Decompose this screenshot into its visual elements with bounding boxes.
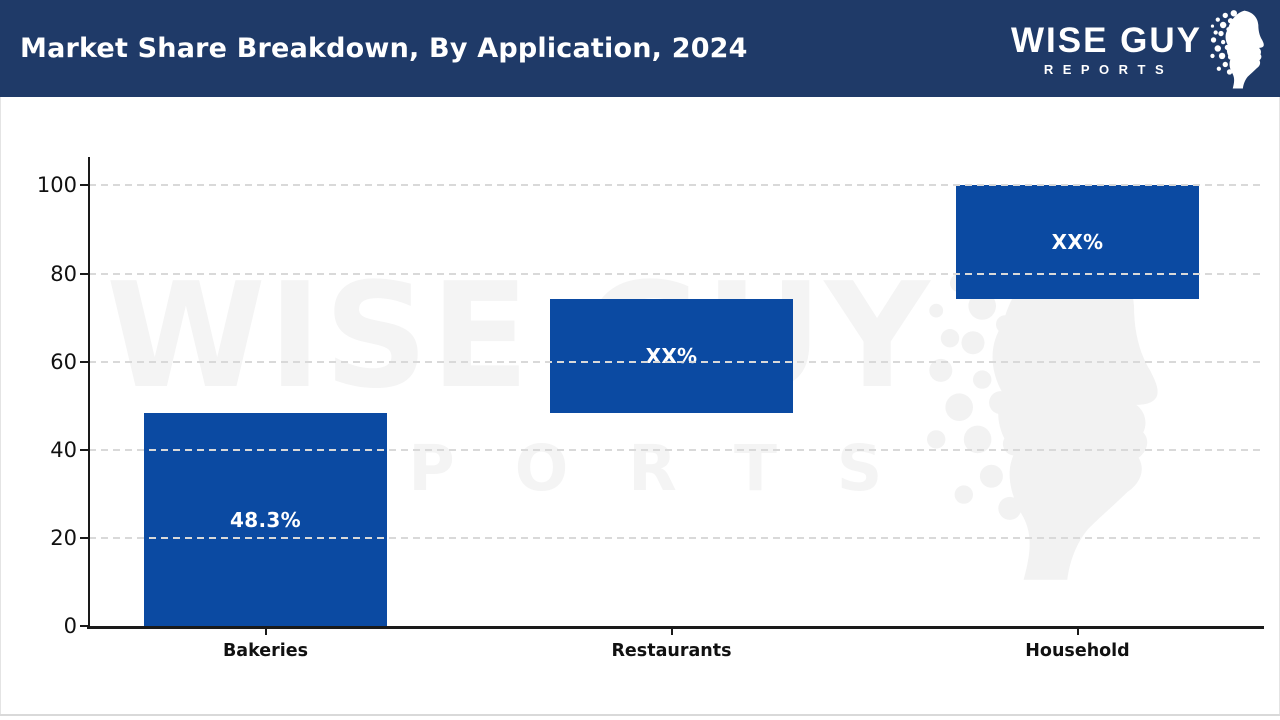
x-tick-label-bakeries: Bakeries	[222, 641, 309, 661]
logo-name: WISE GUY	[1010, 20, 1202, 60]
y-tick-80	[80, 272, 88, 275]
x-tick-household	[1076, 628, 1079, 635]
bottom-border	[0, 714, 1280, 716]
bar-household: XX%	[956, 185, 1199, 299]
y-tick-20	[80, 536, 88, 539]
wise-guy-reports-logo: WISE GUY REPORTS	[1011, 6, 1268, 92]
watermark-text: WISE GUY	[106, 252, 932, 421]
y-axis-line	[87, 157, 90, 628]
y-tick-label-100: 100	[36, 173, 77, 198]
y-tick-label-20: 20	[50, 525, 77, 550]
x-tick-restaurants	[670, 628, 673, 635]
chart-title: Market Share Breakdown, By Application, …	[20, 33, 748, 64]
y-tick-40	[80, 448, 88, 451]
logo-subtitle: REPORTS	[1043, 61, 1174, 77]
chart-area: WISE GUY REPORTS 0 20 40 60 80 100 48.3% Bakeri…	[0, 97, 1280, 716]
gridline-20	[89, 536, 1263, 539]
x-tick-label-household: Household	[1025, 641, 1130, 661]
bar-restaurants: XX%	[550, 298, 793, 414]
gridline-60	[89, 360, 1263, 363]
y-tick-label-40: 40	[50, 437, 77, 462]
logo-text: WISE GUY REPORTS	[1011, 23, 1202, 76]
x-axis-line	[87, 626, 1264, 629]
y-tick-100	[80, 184, 88, 187]
gridline-40	[89, 448, 1263, 451]
y-tick-label-80: 80	[50, 261, 77, 286]
y-tick-0	[80, 625, 88, 627]
y-tick-60	[80, 360, 88, 363]
y-tick-label-0: 0	[63, 614, 77, 638]
bar-value-label: 48.3%	[230, 507, 301, 532]
x-tick-label-restaurants: Restaurants	[611, 641, 732, 661]
bar-bakeries: 48.3%	[144, 413, 387, 626]
header-bar: Market Share Breakdown, By Application, …	[0, 0, 1280, 97]
gridline-100	[89, 184, 1263, 187]
bar-value-label: XX%	[645, 343, 698, 368]
logo-head-icon	[1206, 9, 1268, 89]
x-tick-bakeries	[264, 628, 267, 635]
y-tick-label-60: 60	[50, 349, 77, 374]
gridline-80	[89, 272, 1263, 275]
bar-value-label: XX%	[1051, 230, 1104, 255]
